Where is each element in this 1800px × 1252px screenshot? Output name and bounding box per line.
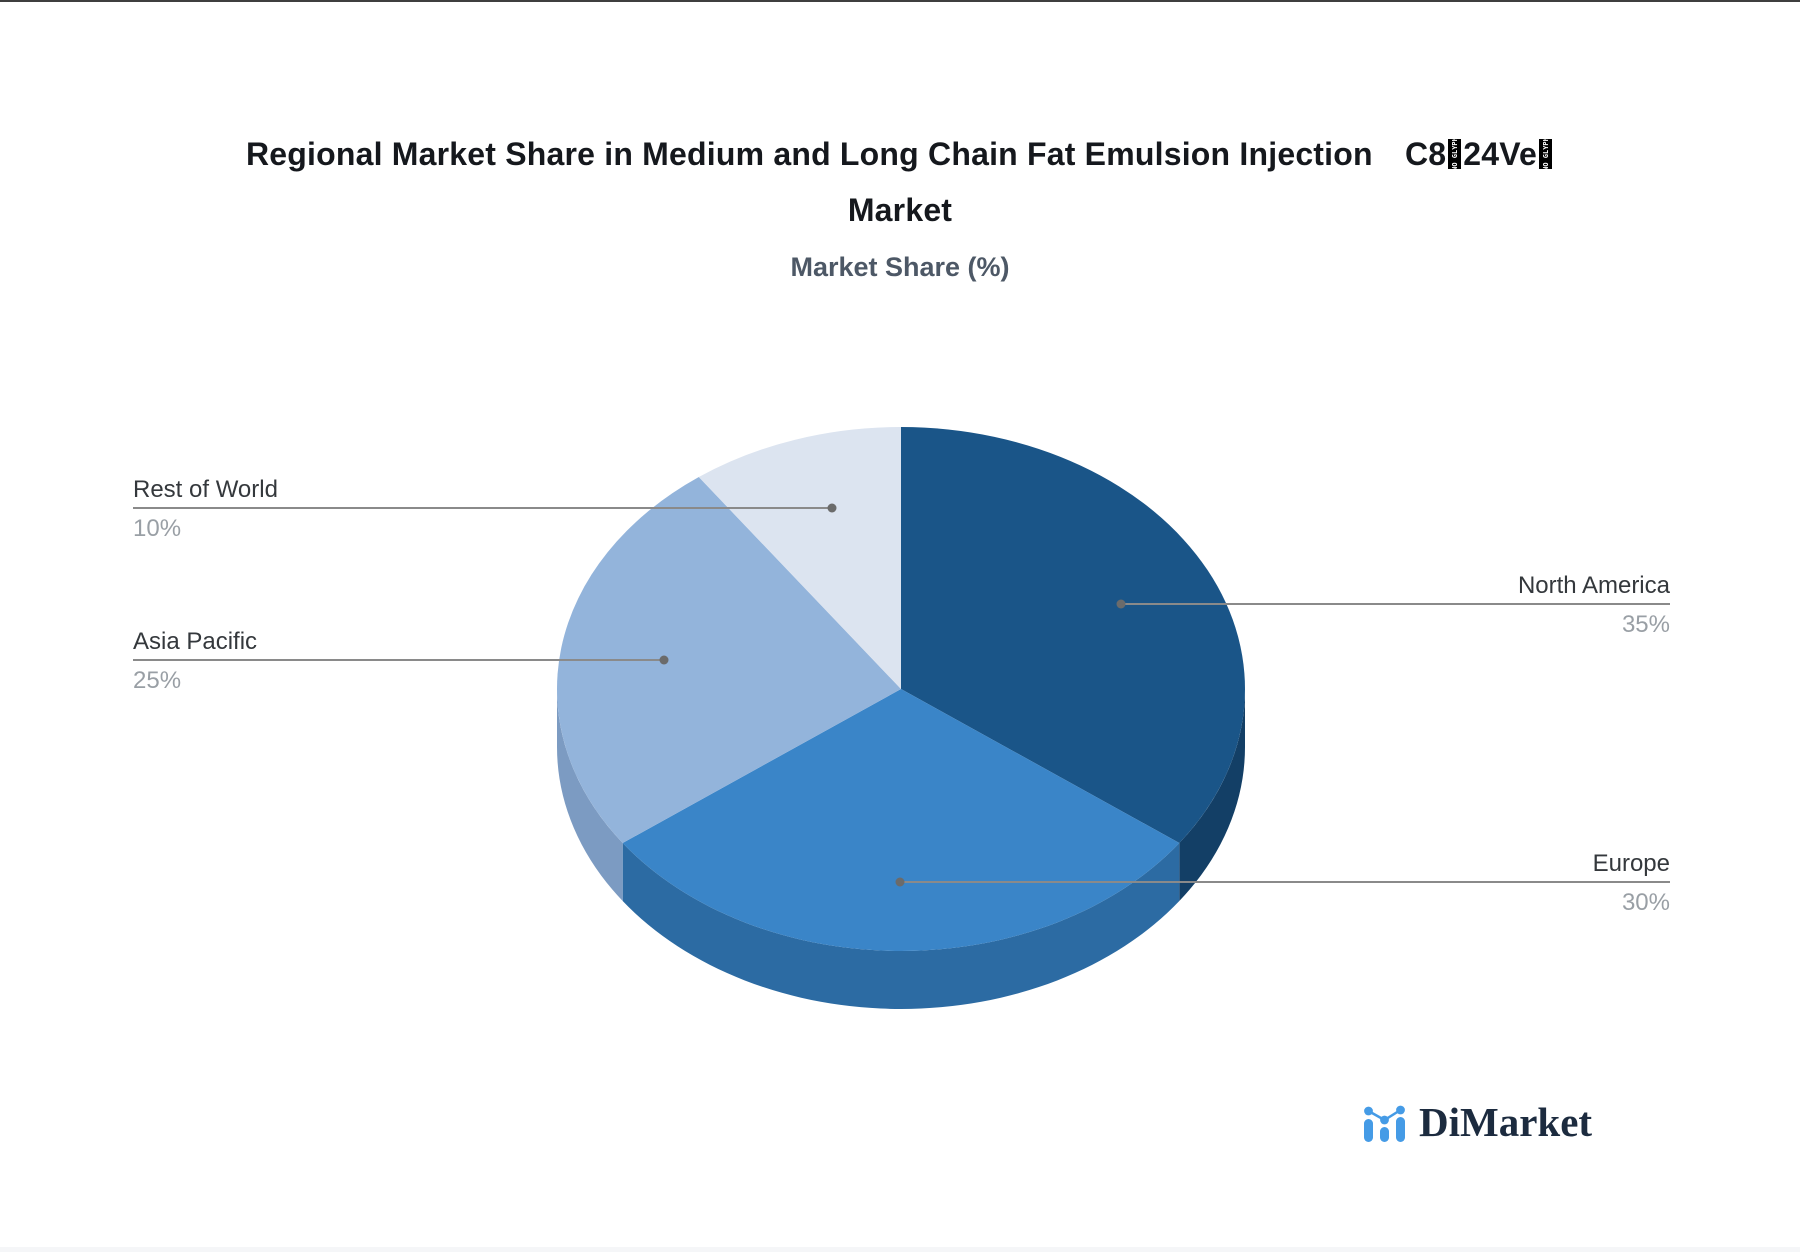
missing-glyph-box: NO GLYPH bbox=[1539, 137, 1553, 171]
chart-subtitle: Market Share (%) bbox=[790, 252, 1010, 282]
slice-label-rest-of-world: Rest of World 10% bbox=[133, 475, 553, 544]
dimarket-logo: DiMarket bbox=[1363, 1098, 1592, 1146]
bar-line-chart-icon bbox=[1364, 1105, 1405, 1142]
pie-slice-side-asia-pacific bbox=[557, 689, 623, 901]
chart-title-line2: Market bbox=[847, 192, 953, 228]
leader-dot-rest-of-world bbox=[827, 503, 837, 513]
leader-dot-europe bbox=[895, 877, 905, 887]
slice-label-percent: 30% bbox=[1621, 889, 1670, 916]
pie-slice-europe[interactable] bbox=[622, 689, 1180, 952]
chart-title-text-pre: Regional Market Share in Medium and Long… bbox=[245, 136, 1447, 172]
slice-label-name: North America bbox=[1517, 572, 1670, 599]
chart-title-text-mid: 24Ve bbox=[1463, 136, 1538, 172]
pie-slice-side-north-america bbox=[1179, 689, 1245, 901]
pie-slice-north-america[interactable] bbox=[901, 427, 1245, 843]
pie-slice-rest-of-world[interactable] bbox=[698, 427, 901, 689]
leader-dot-north-america bbox=[1116, 599, 1126, 609]
missing-glyph-box: NO GLYPH bbox=[1448, 137, 1462, 171]
slice-label-percent: 10% bbox=[133, 515, 182, 542]
window-top-border bbox=[0, 0, 1800, 2]
leader-dot-asia-pacific bbox=[659, 655, 669, 665]
pie-slice-side-europe bbox=[622, 842, 1180, 1010]
pie-slice-asia-pacific[interactable] bbox=[557, 477, 901, 843]
chart-title: Regional Market Share in Medium and Long… bbox=[0, 126, 1800, 238]
bottom-strip bbox=[0, 1247, 1800, 1252]
slice-label-percent: 35% bbox=[1621, 611, 1670, 638]
slice-label-percent: 25% bbox=[133, 667, 182, 694]
slice-label-name: Europe bbox=[1592, 850, 1670, 877]
slice-label-north-america: North America 35% bbox=[1250, 571, 1670, 640]
slice-label-name: Asia Pacific bbox=[133, 628, 258, 655]
slice-label-name: Rest of World bbox=[133, 476, 278, 503]
slice-label-asia-pacific: Asia Pacific 25% bbox=[133, 627, 553, 696]
logo-text: DiMarket bbox=[1419, 1099, 1593, 1145]
slice-label-europe: Europe 30% bbox=[1250, 849, 1670, 918]
